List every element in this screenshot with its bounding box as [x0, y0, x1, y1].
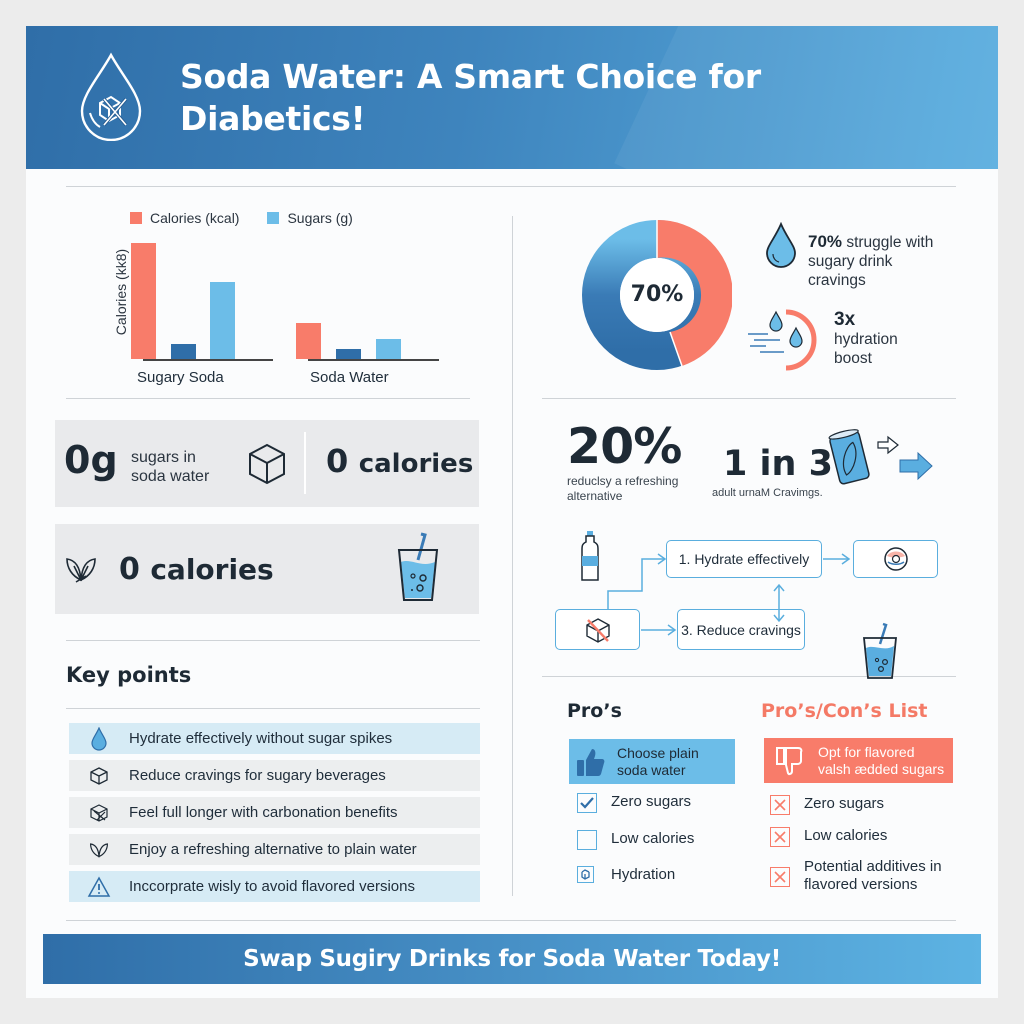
leaf-icon: [66, 558, 96, 583]
thumbs-up-icon: [577, 748, 605, 776]
divider: [66, 186, 956, 187]
no-sugar-cube-icon: [585, 617, 610, 643]
header-banner: Soda Water: A Smart Choice for Diabetics…: [26, 26, 998, 169]
divider: [66, 640, 480, 641]
key-point-item: Enjoy a refreshing alternative to plain …: [69, 834, 480, 865]
hydration-badge-icon: [577, 866, 594, 883]
divider: [66, 398, 470, 399]
donut-center-label: 70%: [630, 282, 684, 307]
bar-sugary-soda-calories: [131, 243, 156, 359]
divider: [542, 676, 956, 677]
flow-connectors: [607, 553, 851, 636]
x-box-icon: [770, 867, 790, 887]
stat-20-value: 20%: [567, 418, 682, 475]
divider: [542, 398, 956, 399]
divider: [66, 708, 480, 709]
x-box-icon: [770, 827, 790, 847]
donut-chart: [582, 220, 732, 370]
page-title: Soda Water: A Smart Choice for Diabetics…: [180, 57, 761, 138]
pros-item: Low calories: [577, 830, 694, 850]
chart-category-label: Soda Water: [310, 369, 389, 386]
sugar-cube-icon: [249, 443, 285, 485]
chart-x-axis: [308, 359, 439, 361]
infographic-page: Soda Water: A Smart Choice for Diabetics…: [26, 26, 998, 998]
cons-header: Opt for flavored valsh ædded sugars: [764, 738, 953, 783]
stat-1in3-caption: adult urnaM Cravimgs.: [712, 487, 823, 499]
key-point-item: Reduce cravings for sugary beverages: [69, 760, 480, 791]
flow-step-hydrate: 1. Hydrate effectively: [666, 540, 822, 578]
calories-stat-2: 0 calories: [119, 552, 274, 587]
divider: [512, 216, 513, 896]
glass-with-straw-icon: [863, 622, 897, 679]
stat-hydration: 3x hydration boost: [834, 309, 898, 367]
pros-item: Hydration: [577, 866, 675, 884]
water-drop-icon: [91, 726, 107, 751]
glass-with-straw-icon: [397, 532, 439, 601]
key-point-item: Hydrate effectively without sugar spikes: [69, 723, 480, 754]
bar-soda-water-sugars: [376, 339, 401, 359]
pros-header: Choose plain soda water: [569, 739, 735, 784]
stat-cravings: 70% struggle with sugary drink cravings: [808, 232, 934, 289]
checkbox-empty-icon: [577, 830, 597, 850]
pros-item: Zero sugars: [577, 793, 691, 813]
flow-no-sugar-box: [555, 609, 640, 650]
legend-item-calories: Calories (kcal): [130, 210, 239, 226]
key-points-title: Key points: [66, 663, 192, 687]
chart-legend: Calories (kcal) Sugars (g): [130, 210, 353, 226]
chart-x-axis: [143, 359, 273, 361]
sugar-cube-crossed-icon: [90, 803, 108, 822]
cons-item: Low calories: [770, 827, 887, 847]
key-point-item: Feel full longer with carbonation benefi…: [69, 797, 480, 828]
calories-stat: 0 calories: [326, 442, 474, 480]
water-bottle-icon: [581, 531, 599, 581]
x-box-icon: [770, 795, 790, 815]
chart-y-axis-label: Calories (kk8): [113, 248, 129, 336]
cons-item: Zero sugars: [770, 795, 884, 815]
bar-soda-water-dark: [336, 349, 361, 359]
donut-icon: [883, 547, 908, 571]
sugar-cube-icon: [90, 766, 108, 785]
stat-card-calories: 0 calories: [55, 524, 479, 614]
card-divider: [304, 432, 306, 494]
bar-soda-water-calories: [296, 323, 321, 359]
sugar-value: 0g: [64, 438, 118, 482]
stat-20-caption: reduclsy a refreshing alternative: [567, 474, 679, 503]
warning-icon: [87, 875, 111, 897]
pros-title: Pro’s: [567, 700, 622, 722]
stat-1in3-value: 1 in 3: [723, 444, 833, 484]
leaf-icon: [89, 842, 109, 858]
legend-item-sugars: Sugars (g): [267, 210, 353, 226]
chart-category-label: Sugary Soda: [137, 369, 224, 386]
bar-sugary-soda-dark: [171, 344, 196, 359]
sugar-label: sugars in soda water: [131, 449, 210, 485]
checkbox-checked-icon: [577, 793, 597, 813]
cons-title: Pro’s/Con’s List: [761, 700, 928, 722]
water-drop-icon: [766, 222, 796, 268]
key-point-item: Inccorprate wisly to avoid flavored vers…: [69, 871, 480, 902]
thumbs-down-icon: [776, 746, 803, 775]
bar-sugary-soda-sugars: [210, 282, 235, 359]
divider: [66, 920, 956, 921]
cons-item: Potential additives in flavored versions: [770, 858, 942, 894]
stat-card-sugars: 0g sugars in soda water 0 calories: [55, 420, 479, 507]
flow-donut-box: [853, 540, 938, 578]
soda-can-arrows-icon: [828, 429, 933, 485]
water-drop-no-sugar-icon: [80, 52, 142, 141]
cta-banner: Swap Sugiry Drinks for Soda Water Today!: [43, 934, 981, 984]
hydration-boost-icon: [748, 309, 817, 371]
